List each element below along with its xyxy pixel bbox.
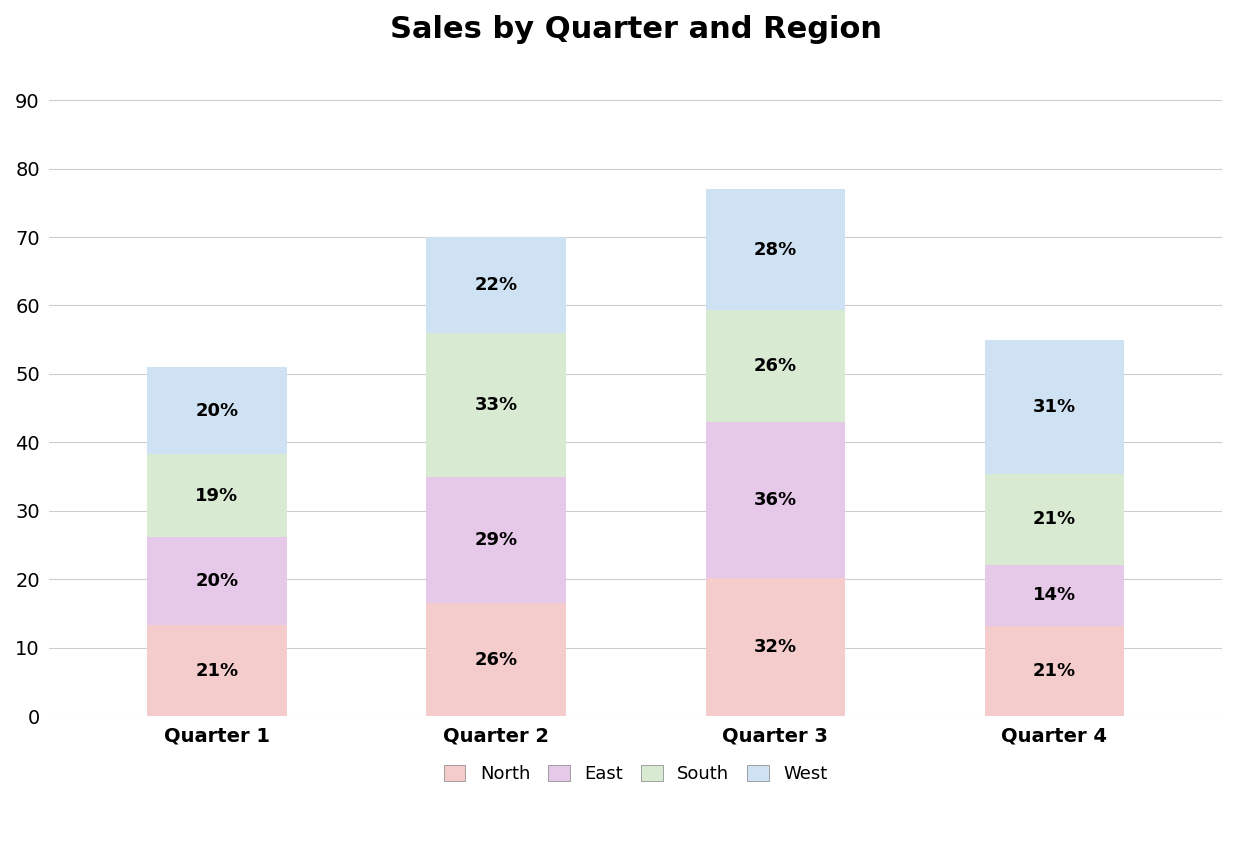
Text: 26%: 26% [753, 357, 797, 376]
Bar [427, 604, 567, 717]
Text: 26%: 26% [475, 651, 518, 669]
Text: 14%: 14% [1033, 586, 1076, 604]
Text: 21%: 21% [195, 661, 239, 680]
Bar [147, 625, 287, 717]
Bar [985, 474, 1124, 565]
Text: 28%: 28% [753, 241, 797, 258]
Title: Sales by Quarter and Region: Sales by Quarter and Region [390, 15, 882, 44]
Bar [705, 310, 845, 422]
Text: 19%: 19% [195, 487, 239, 505]
Bar [985, 626, 1124, 717]
Text: 20%: 20% [195, 402, 239, 420]
Bar [427, 333, 567, 477]
Text: 32%: 32% [753, 638, 797, 656]
Bar [147, 455, 287, 537]
Bar [147, 537, 287, 625]
Text: 31%: 31% [1033, 398, 1076, 416]
Bar [705, 578, 845, 717]
Bar [985, 340, 1124, 474]
Legend: North, East, South, West: North, East, South, West [434, 756, 836, 792]
Text: 36%: 36% [753, 491, 797, 509]
Text: 29%: 29% [475, 531, 518, 549]
Bar [705, 189, 845, 310]
Bar [705, 422, 845, 578]
Bar [427, 237, 567, 333]
Bar [427, 477, 567, 604]
Text: 21%: 21% [1033, 662, 1076, 680]
Text: 22%: 22% [475, 276, 518, 294]
Bar [985, 565, 1124, 626]
Text: 33%: 33% [475, 396, 518, 414]
Text: 21%: 21% [1033, 511, 1076, 529]
Text: 20%: 20% [195, 572, 239, 590]
Bar [147, 367, 287, 455]
